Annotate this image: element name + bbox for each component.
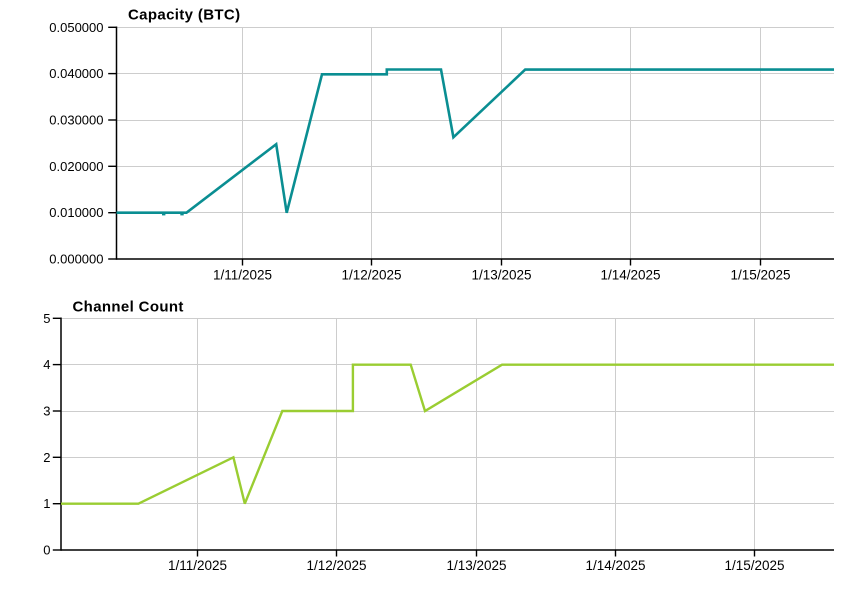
svg-text:1/12/2025: 1/12/2025	[306, 558, 366, 573]
svg-text:1/14/2025: 1/14/2025	[600, 268, 660, 283]
svg-text:0.020000: 0.020000	[49, 159, 103, 174]
svg-text:Channel Count: Channel Count	[73, 299, 184, 316]
svg-text:1/13/2025: 1/13/2025	[446, 558, 506, 573]
svg-text:1/15/2025: 1/15/2025	[730, 268, 790, 283]
svg-text:1/13/2025: 1/13/2025	[471, 268, 531, 283]
svg-text:4: 4	[43, 357, 50, 372]
svg-text:2: 2	[43, 450, 50, 465]
svg-text:0.030000: 0.030000	[49, 113, 103, 128]
svg-text:0.040000: 0.040000	[49, 66, 103, 81]
svg-text:0.050000: 0.050000	[49, 20, 103, 35]
svg-text:1/14/2025: 1/14/2025	[585, 558, 645, 573]
svg-text:1/11/2025: 1/11/2025	[168, 558, 227, 573]
svg-text:5: 5	[43, 311, 50, 326]
svg-text:1/11/2025: 1/11/2025	[213, 268, 272, 283]
svg-text:1/12/2025: 1/12/2025	[341, 268, 401, 283]
svg-text:0: 0	[43, 543, 50, 558]
svg-text:Capacity (BTC): Capacity (BTC)	[128, 7, 240, 24]
svg-text:3: 3	[43, 404, 50, 419]
svg-text:1/15/2025: 1/15/2025	[724, 558, 784, 573]
svg-text:0.010000: 0.010000	[49, 205, 103, 220]
svg-text:1: 1	[43, 496, 50, 511]
svg-text:0.000000: 0.000000	[49, 252, 103, 267]
